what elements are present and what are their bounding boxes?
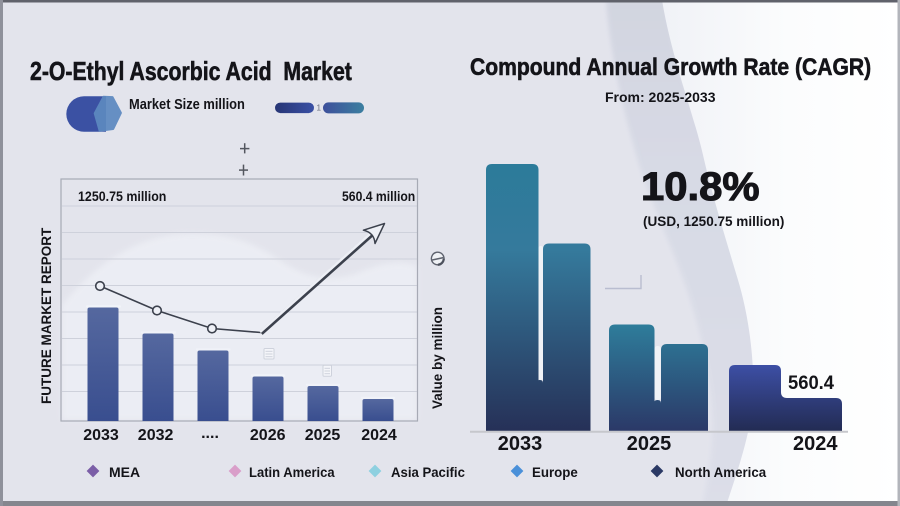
svg-text:1: 1 <box>316 103 321 113</box>
